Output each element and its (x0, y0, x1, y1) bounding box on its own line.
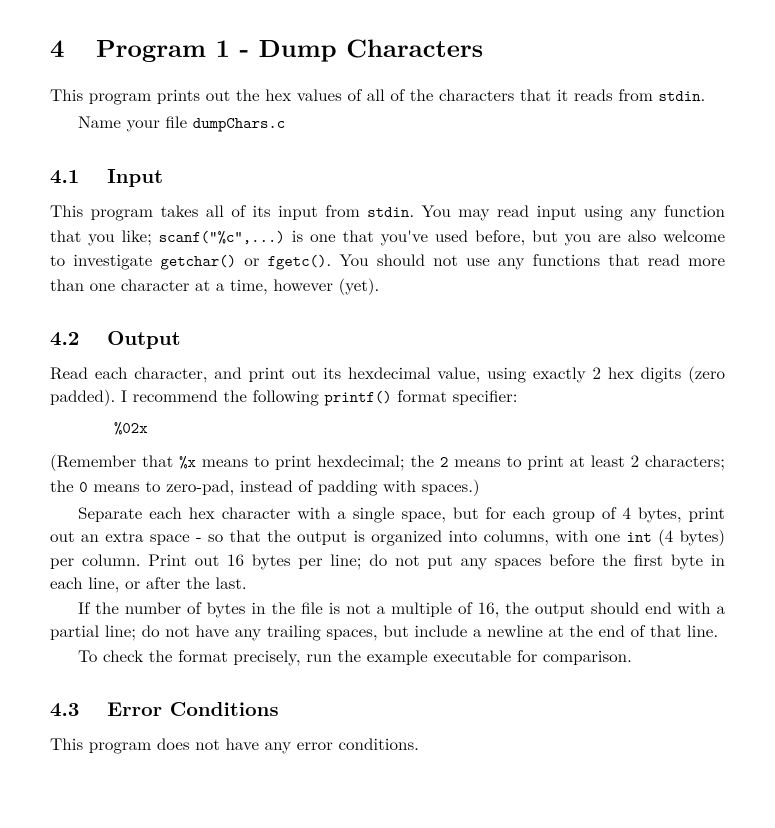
code-stdin: stdin (367, 202, 409, 223)
section-title: Program 1 - Dump Characters (96, 30, 483, 65)
text-run: format specifier: (392, 383, 518, 407)
code-scanf: scanf("%c",...) (159, 227, 285, 248)
text-run: This program prints out the hex values o… (50, 82, 659, 106)
subsection-number: 4.1 (50, 160, 79, 189)
text-run: Name your file (78, 109, 193, 133)
subsection-title: Input (107, 160, 163, 189)
subsection-number: 4.3 (50, 693, 79, 722)
code-percent-x: %x (179, 452, 196, 473)
output-paragraph-5: To check the format precisely, run the e… (50, 644, 725, 667)
code-filename: dumpChars.c (193, 113, 285, 134)
subsection-number: 4.2 (50, 322, 79, 351)
output-paragraph-2: (Remember that %x means to print hexdeci… (50, 449, 725, 498)
code-fgetc: fgetc() (268, 251, 327, 272)
input-paragraph: This program takes all of its input from… (50, 199, 725, 296)
text-run: This program takes all of its input from (50, 198, 367, 222)
section-heading: 4 Program 1 - Dump Characters (50, 30, 725, 65)
code-stdin: stdin (659, 86, 701, 107)
text-run: means to zero-pad, instead of padding wi… (88, 473, 480, 497)
code-zero: 0 (79, 477, 87, 498)
subsection-heading-errors: 4.3 Error Conditions (50, 693, 725, 722)
errors-paragraph: This program does not have any error con… (50, 732, 725, 755)
document-page: 4 Program 1 - Dump Characters This progr… (0, 0, 775, 797)
text-run: . (701, 82, 706, 106)
subsection-title: Output (107, 322, 181, 351)
subsection-title: Error Conditions (107, 693, 278, 722)
format-specifier: %02x (114, 418, 725, 439)
text-run: Separate each hex character with a singl… (50, 500, 725, 547)
intro-paragraph-2: Name your file dumpChars.c (50, 110, 725, 135)
intro-paragraph-1: This program prints out the hex values o… (50, 83, 725, 108)
section-number: 4 (50, 30, 64, 65)
subsection-heading-input: 4.1 Input (50, 160, 725, 189)
output-paragraph-4: If the number of bytes in the file is no… (50, 596, 725, 642)
output-paragraph-3: Separate each hex character with a singl… (50, 501, 725, 594)
text-run: (Remember that (50, 448, 179, 472)
text-run: means to print hexdecimal; the (196, 448, 440, 472)
code-int: int (627, 527, 652, 548)
text-run: or (236, 247, 268, 271)
subsection-heading-output: 4.2 Output (50, 322, 725, 351)
code-printf: printf() (324, 387, 391, 408)
output-paragraph-1: Read each character, and print out its h… (50, 361, 725, 409)
code-getchar: getchar() (160, 251, 236, 272)
